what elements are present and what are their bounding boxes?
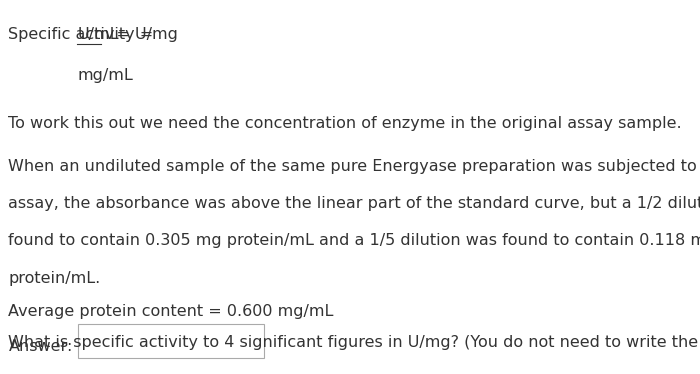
Text: found to contain 0.305 mg protein/mL and a 1/5 dilution was found to contain 0.1: found to contain 0.305 mg protein/mL and…	[8, 233, 700, 248]
Text: Answer:: Answer:	[9, 339, 74, 354]
FancyBboxPatch shape	[78, 324, 265, 358]
Text: mg/mL: mg/mL	[77, 68, 133, 83]
Text: What is specific activity to 4 significant figures in U/mg? (You do not need to : What is specific activity to 4 significa…	[8, 335, 700, 350]
Text: = U/mg: = U/mg	[102, 27, 178, 42]
Text: Specific activity =: Specific activity =	[8, 27, 159, 42]
Text: When an undiluted sample of the same pure Energyase preparation was subjected to: When an undiluted sample of the same pur…	[8, 159, 700, 174]
Text: Average protein content = 0.600 mg/mL: Average protein content = 0.600 mg/mL	[8, 304, 334, 319]
Text: protein/mL.: protein/mL.	[8, 270, 101, 285]
Text: assay, the absorbance was above the linear part of the standard curve, but a 1/2: assay, the absorbance was above the line…	[8, 196, 700, 211]
Text: U/mL: U/mL	[77, 27, 119, 42]
Text: To work this out we need the concentration of enzyme in the original assay sampl: To work this out we need the concentrati…	[8, 116, 682, 132]
